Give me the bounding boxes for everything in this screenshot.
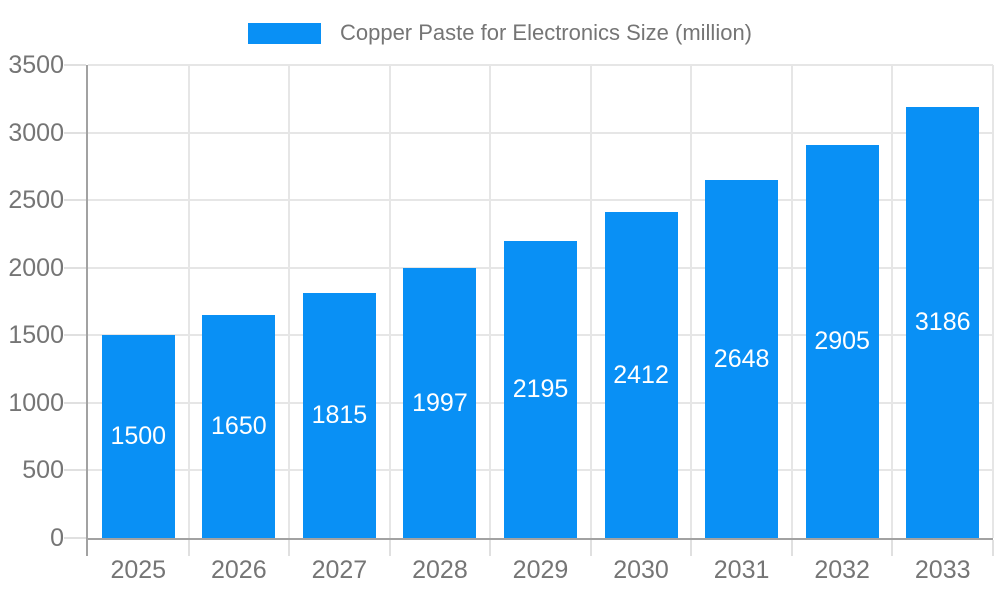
x-tick-label: 2027	[311, 556, 368, 584]
y-tick-label: 2500	[8, 186, 64, 215]
y-tick-mark	[64, 469, 86, 472]
bar-value-label: 2412	[613, 360, 669, 389]
bar-2028[interactable]: 1997	[403, 268, 477, 538]
y-tick-label: 0	[50, 524, 64, 552]
x-tick-mark	[992, 540, 994, 556]
x-axis-line	[86, 538, 993, 540]
y-tick-mark	[64, 131, 86, 134]
y-tick-label: 3000	[8, 118, 64, 147]
y-tick-mark	[64, 266, 86, 269]
y-tick-label: 1000	[8, 388, 64, 417]
x-tick-label: 2029	[512, 556, 569, 584]
legend-swatch	[247, 22, 321, 44]
bar-value-label: 3186	[914, 308, 971, 337]
bar-2033[interactable]: 3186	[906, 107, 980, 538]
v-gridline	[288, 65, 291, 538]
v-gridline	[992, 65, 994, 538]
bar-value-label: 1815	[311, 400, 368, 429]
chart-legend-item[interactable]: Copper Paste for Electronics Size (milli…	[0, 20, 1000, 46]
legend-label: Copper Paste for Electronics Size (milli…	[339, 20, 753, 45]
h-gridline	[88, 131, 993, 134]
bar-value-label: 1500	[110, 422, 167, 451]
bar-value-label: 2648	[713, 344, 770, 373]
x-tick-label: 2033	[914, 556, 971, 584]
x-tick-mark	[589, 540, 592, 556]
v-gridline	[187, 65, 190, 538]
v-gridline	[589, 65, 592, 538]
bar-value-label: 2195	[512, 375, 569, 404]
x-tick-label: 2026	[211, 556, 267, 584]
x-tick-label: 2031	[713, 556, 770, 584]
x-tick-mark	[288, 540, 291, 556]
x-tick-label: 2030	[613, 556, 669, 584]
v-gridline	[489, 65, 492, 538]
x-tick-mark	[891, 540, 894, 556]
h-gridline	[88, 199, 993, 202]
x-tick-mark	[489, 540, 492, 556]
x-tick-mark	[690, 540, 693, 556]
y-tick-mark	[64, 199, 86, 202]
y-tick-mark	[64, 537, 86, 539]
y-tick-label: 1500	[8, 321, 64, 350]
y-tick-label: 2000	[8, 253, 64, 282]
h-gridline	[88, 64, 993, 66]
y-tick-mark	[64, 64, 86, 66]
bar-2027[interactable]: 1815	[302, 292, 376, 538]
bar-2026[interactable]: 1650	[202, 315, 276, 538]
y-tick-mark	[64, 334, 86, 337]
plot-area: 1500 1650 1815 1997 2195 2412 2648 2905 3186	[88, 65, 993, 538]
v-gridline	[790, 65, 793, 538]
x-tick-mark	[187, 540, 190, 556]
v-gridline	[891, 65, 894, 538]
x-tick-label: 2028	[412, 556, 468, 584]
y-axis-line	[86, 65, 88, 556]
y-tick-label: 500	[22, 456, 64, 485]
bar-value-label: 2905	[814, 327, 870, 356]
bar-value-label: 1997	[412, 388, 468, 417]
x-tick-mark	[790, 540, 793, 556]
v-gridline	[690, 65, 693, 538]
bar-2031[interactable]: 2648	[705, 180, 779, 538]
v-gridline	[388, 65, 391, 538]
bar-value-label: 1650	[211, 412, 267, 440]
x-tick-label: 2032	[814, 556, 870, 584]
y-tick-mark	[64, 401, 86, 404]
bar-2029[interactable]: 2195	[504, 241, 577, 538]
bar-2030[interactable]: 2412	[604, 212, 678, 538]
x-tick-label: 2025	[110, 556, 167, 584]
y-tick-label: 3500	[8, 51, 64, 79]
x-tick-mark	[388, 540, 391, 556]
bar-2032[interactable]: 2905	[805, 145, 879, 538]
bar-2025[interactable]: 1500	[101, 335, 175, 538]
